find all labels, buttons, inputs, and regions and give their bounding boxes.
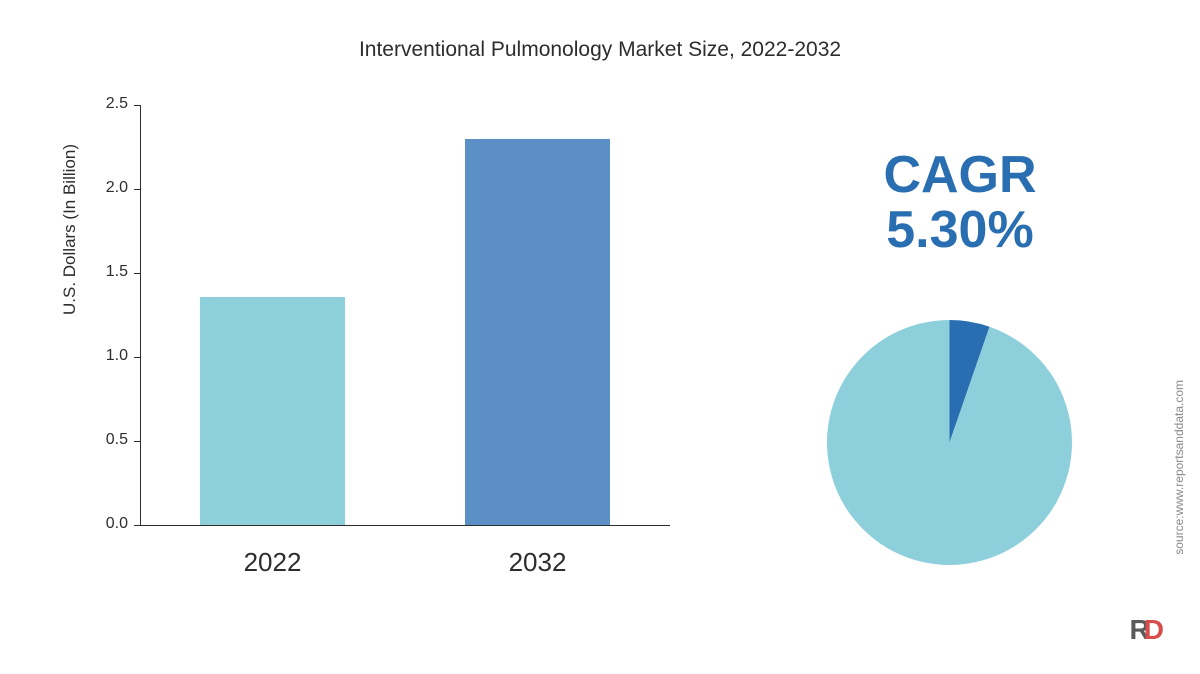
x-axis-line [140,525,670,526]
cagr-block: CAGR 5.30% [810,148,1110,257]
source-attribution: source:www.reportsanddata.com [1172,380,1186,555]
y-tick-label: 1.5 [88,263,128,281]
logo-d: D [1144,614,1162,645]
bar-plot-area [140,105,670,525]
cagr-label: CAGR [810,148,1110,203]
chart-title: Interventional Pulmonology Market Size, … [0,38,1200,62]
bar-2032 [465,139,611,525]
y-tick-label: 2.0 [88,179,128,197]
cagr-value: 5.30% [810,203,1110,258]
y-tick-label: 0.0 [88,515,128,533]
y-tick-label: 2.5 [88,95,128,113]
x-category-label: 2022 [223,547,323,578]
pie-slice-remainder [827,320,1072,565]
y-axis-label: U.S. Dollars (In Billion) [60,144,80,315]
bar-2022 [200,297,346,525]
y-tick-label: 1.0 [88,347,128,365]
x-category-label: 2032 [488,547,588,578]
pie-chart [827,320,1072,565]
y-tick-label: 0.5 [88,431,128,449]
logo: RD [1130,614,1162,646]
y-tick [134,525,140,526]
